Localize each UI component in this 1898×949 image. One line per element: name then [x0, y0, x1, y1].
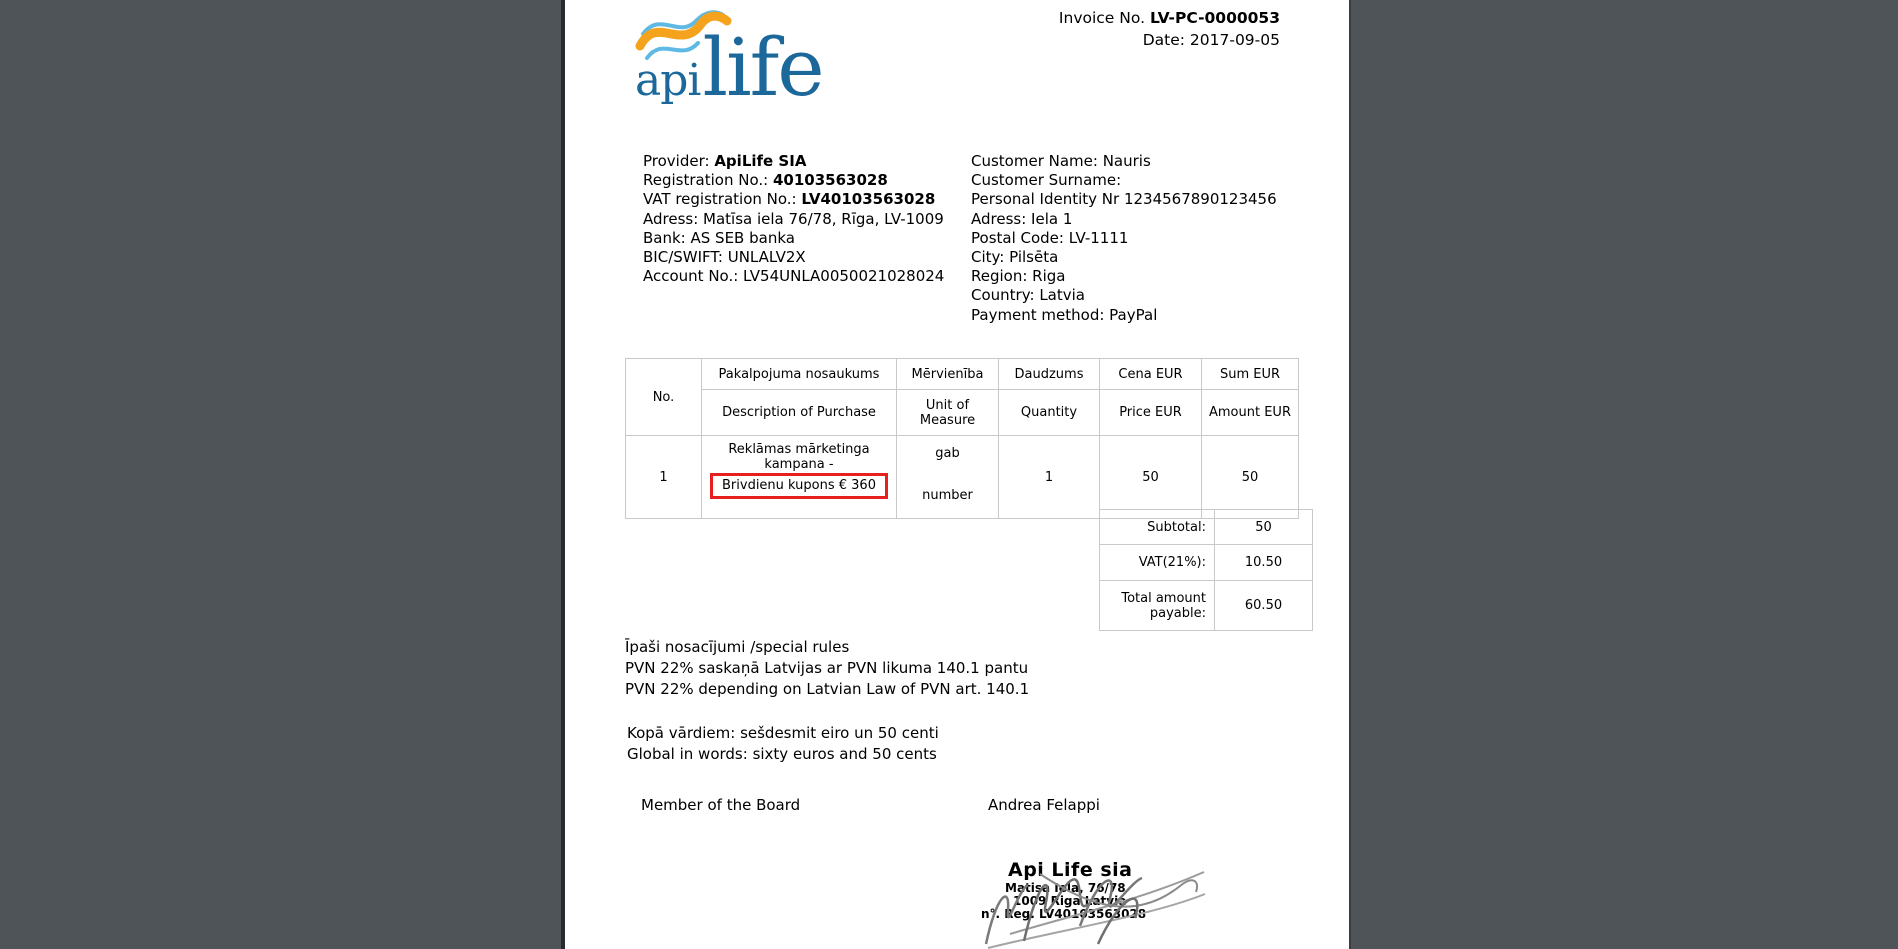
customer-line: Region: Riga	[971, 267, 1066, 286]
board-member-name: Andrea Felappi	[988, 796, 1100, 814]
item-sum: 50	[1201, 435, 1299, 519]
invoice-number-label: Invoice No.	[1058, 9, 1150, 27]
header-sum-lv: Sum EUR	[1201, 358, 1299, 390]
provider-line: BIC/SWIFT: UNLALV2X	[643, 248, 806, 267]
header-quantity-lv: Daudzums	[998, 358, 1100, 390]
amount-in-words-en: Global in words: sixty euros and 50 cent…	[627, 745, 937, 763]
subtotal-label: Subtotal:	[1099, 509, 1215, 545]
customer-line: Customer Surname:	[971, 171, 1122, 190]
provider-line: VAT registration No.: LV40103563028	[643, 190, 936, 209]
special-rules-title: Īpaši nosacījumi /special rules	[625, 638, 850, 656]
customer-line: Customer Name: Nauris	[971, 152, 1151, 170]
logo-api-text: api	[635, 55, 701, 106]
invoice-date-line: Date: 2017-09-05	[1059, 29, 1280, 51]
header-price-lv: Cena EUR	[1099, 358, 1202, 390]
header-description-lv: Pakalpojuma nosaukums	[701, 358, 897, 390]
customer-line: Personal Identity Nr 1234567890123456	[971, 190, 1277, 209]
total-row: Total amount payable: 60.50	[1099, 580, 1313, 631]
vat-label: VAT(21%):	[1099, 544, 1215, 581]
logo-text: api life	[635, 6, 825, 114]
provider-line: Registration No.: 40103563028	[643, 171, 888, 190]
header-quantity-en: Quantity	[998, 389, 1100, 436]
total-label: Total amount payable:	[1099, 580, 1215, 631]
item-unit-lv: gab	[935, 446, 960, 461]
stamp-reg-number: n°. Reg. LV40103563028	[981, 907, 1147, 921]
invoice-meta: Invoice No. LV-PC-0000053 Date: 2017-09-…	[1059, 7, 1280, 51]
apilife-logo: api life	[635, 6, 825, 114]
customer-line: Postal Code: LV-1111	[971, 228, 1129, 247]
item-description: Reklāmas mārketinga kampana - Brivdienu …	[701, 435, 897, 519]
header-sum-en: Amount EUR	[1201, 389, 1299, 436]
item-quantity: 1	[998, 435, 1100, 519]
provider-line: Provider: ApiLife SIA	[643, 152, 807, 170]
invoice-date-label: Date:	[1142, 31, 1190, 49]
logo-waves-icon	[635, 10, 732, 60]
customer-line: Adress: Iela 1	[971, 209, 1073, 228]
amount-in-words-block: Kopā vārdiem: sešdesmit eiro un 50 centi…	[627, 723, 939, 765]
totals-table: Subtotal: 50 VAT(21%): 10.50 Total amoun…	[1099, 509, 1313, 631]
item-description-line1: Reklāmas mārketinga kampana -	[728, 442, 870, 472]
invoice-number-value: LV-PC-0000053	[1149, 9, 1280, 27]
header-description-en: Description of Purchase	[701, 389, 897, 436]
red-highlight-box: Brivdienu kupons € 360	[710, 473, 888, 499]
customer-line: City: Pilsēta	[971, 248, 1059, 267]
provider-line: Account No.: LV54UNLA0050021028024	[643, 267, 945, 286]
subtotal-value: 50	[1214, 509, 1313, 545]
amount-in-words-lv: Kopā vārdiem: sešdesmit eiro un 50 centi	[627, 724, 939, 742]
customer-line: Payment method: PayPal	[971, 305, 1158, 324]
provider-block: Provider: ApiLife SIA Registration No.: …	[643, 152, 944, 286]
special-rules-block: Īpaši nosacījumi /special rules PVN 22% …	[625, 637, 1029, 700]
invoice-page: api life Invoice No. LV-PC-0000053 Date:…	[561, 0, 1351, 949]
item-unit-en: number	[922, 488, 973, 503]
vat-value: 10.50	[1214, 544, 1313, 581]
provider-line: Adress: Matīsa iela 76/78, Rīga, LV-1009	[643, 209, 944, 228]
header-price-en: Price EUR	[1099, 389, 1202, 436]
item-no: 1	[625, 435, 702, 519]
stamp-address-line2: 1009 Riga Latvia	[1013, 894, 1127, 908]
header-no: No.	[625, 358, 702, 436]
customer-block: Customer Name: Nauris Customer Surname: …	[971, 152, 1277, 325]
invoice-date-value: 2017-09-05	[1189, 31, 1280, 49]
customer-line: Country: Latvia	[971, 286, 1085, 305]
item-unit: gab number	[896, 435, 999, 519]
total-value: 60.50	[1214, 580, 1313, 631]
special-rules-line: PVN 22% depending on Latvian Law of PVN …	[625, 680, 1030, 698]
header-unit-lv: Mērvienība	[896, 358, 999, 390]
subtotal-row: Subtotal: 50	[1099, 509, 1313, 545]
item-price: 50	[1099, 435, 1202, 519]
signature-scrawl-icon	[984, 871, 1206, 949]
items-table: No. Pakalpojuma nosaukums Mērvienība Dau…	[625, 358, 1299, 519]
stamp-company-name: Api Life sia	[1008, 859, 1133, 881]
vat-row: VAT(21%): 10.50	[1099, 544, 1313, 581]
header-unit-en: Unit of Measure	[896, 389, 999, 436]
board-title: Member of the Board	[641, 796, 801, 814]
provider-line: Bank: AS SEB banka	[643, 228, 795, 247]
logo-life-text: life	[702, 21, 824, 114]
special-rules-line: PVN 22% saskaņā Latvijas ar PVN likuma 1…	[625, 659, 1029, 677]
invoice-number-line: Invoice No. LV-PC-0000053	[1059, 7, 1280, 29]
item-row: 1 Reklāmas mārketinga kampana - Brivdien…	[625, 435, 1299, 519]
